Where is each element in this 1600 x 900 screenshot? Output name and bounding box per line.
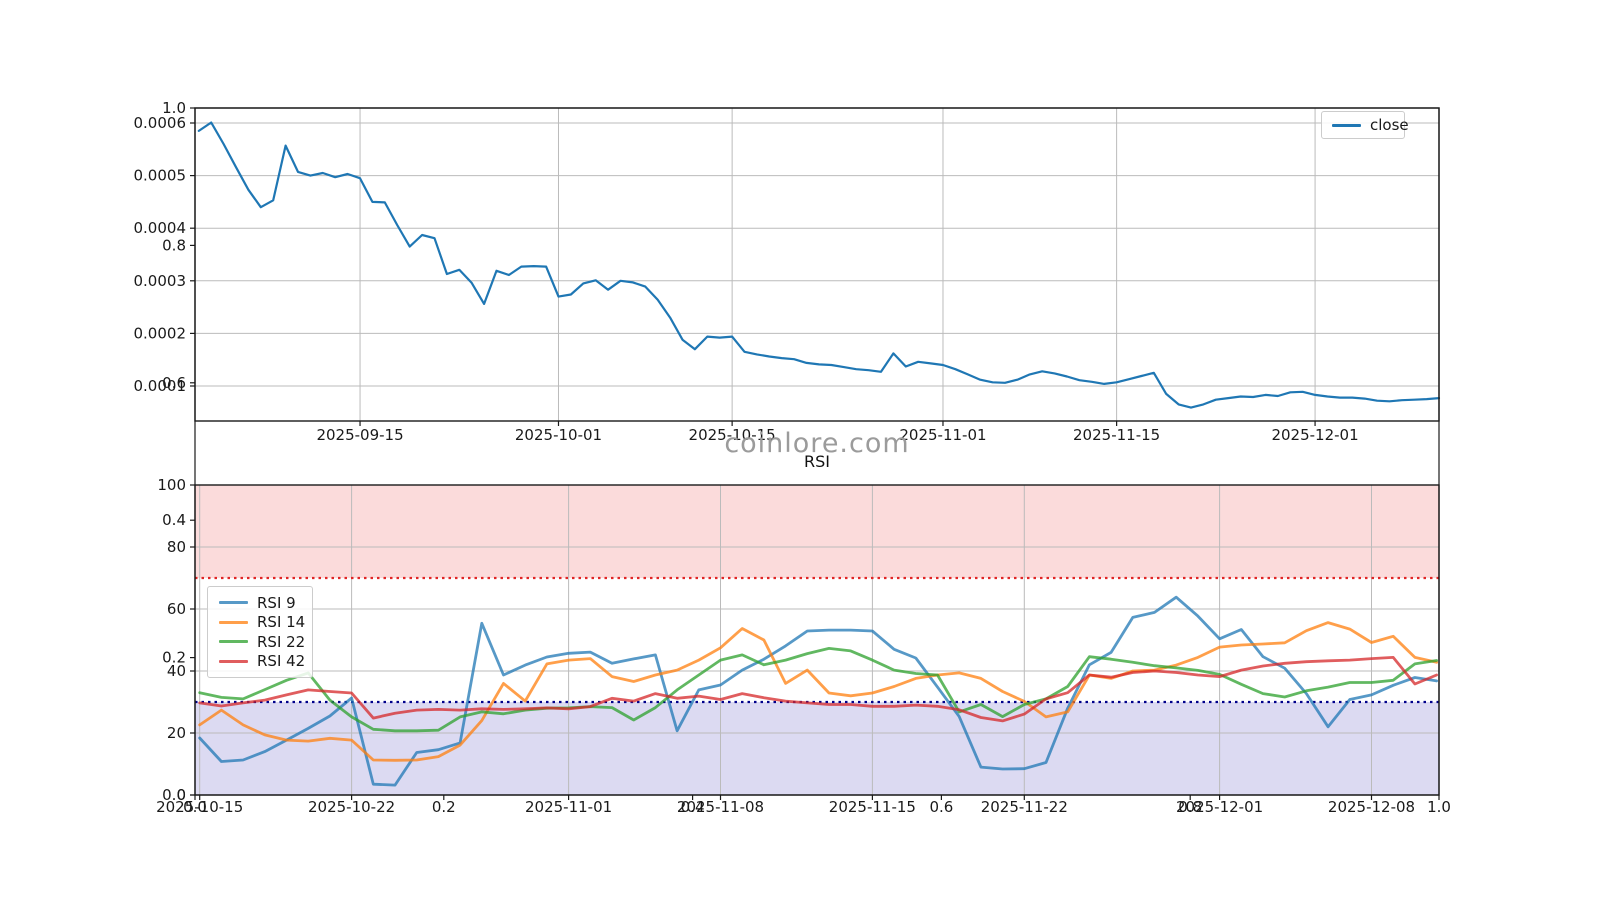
svg-text:2025-12-08: 2025-12-08 (1328, 798, 1415, 816)
svg-text:40: 40 (167, 662, 186, 680)
svg-text:0.6: 0.6 (929, 798, 953, 816)
svg-text:0.0005: 0.0005 (134, 167, 187, 185)
rsi22-legend-label: RSI 22 (257, 632, 306, 651)
svg-text:2025-11-01: 2025-11-01 (899, 426, 986, 444)
svg-text:0.0001: 0.0001 (134, 377, 187, 395)
svg-text:2025-12-01: 2025-12-01 (1271, 426, 1358, 444)
svg-text:1.0: 1.0 (1427, 798, 1451, 816)
rsi-legend-item: RSI 14 (219, 613, 312, 631)
watermark: coinlore.com (724, 428, 910, 459)
svg-text:0.2: 0.2 (162, 649, 186, 667)
svg-text:0.4: 0.4 (162, 511, 186, 529)
svg-text:100: 100 (157, 476, 186, 494)
svg-text:20: 20 (167, 724, 186, 742)
svg-text:2025-10-22: 2025-10-22 (308, 798, 395, 816)
svg-text:2025-10-15: 2025-10-15 (689, 426, 776, 444)
rsi14-line-sample (219, 620, 248, 624)
rsi42-legend-label: RSI 42 (257, 652, 306, 671)
svg-text:2025-10-01: 2025-10-01 (515, 426, 602, 444)
svg-text:0: 0 (176, 786, 186, 804)
rsi22-line-sample (219, 640, 248, 644)
rsi-chart-title: RSI (804, 452, 830, 471)
rsi42-line-sample (219, 659, 248, 663)
svg-text:60: 60 (167, 600, 186, 618)
svg-text:2025-11-08: 2025-11-08 (677, 798, 764, 816)
svg-text:2025-12-01: 2025-12-01 (1176, 798, 1263, 816)
rsi-legend-item: RSI 9 (219, 594, 312, 612)
rsi-legend: RSI 9 RSI 14 RSI 22 RSI 42 (207, 586, 313, 678)
svg-text:0.6: 0.6 (162, 374, 186, 392)
svg-text:1.0: 1.0 (162, 99, 186, 117)
svg-text:2025-11-15: 2025-11-15 (1073, 426, 1160, 444)
svg-text:0.8: 0.8 (162, 236, 186, 254)
svg-text:2025-10-15: 2025-10-15 (156, 798, 243, 816)
rsi9-line-sample (219, 601, 248, 605)
svg-text:0.0: 0.0 (183, 798, 207, 816)
svg-text:0.0004: 0.0004 (134, 219, 187, 237)
svg-text:2025-11-01: 2025-11-01 (525, 798, 612, 816)
svg-text:0.0002: 0.0002 (134, 324, 187, 342)
svg-text:0.0003: 0.0003 (134, 272, 187, 290)
svg-text:2025-11-22: 2025-11-22 (981, 798, 1068, 816)
price-legend: close (1321, 111, 1409, 139)
svg-text:0.0006: 0.0006 (134, 114, 187, 132)
svg-text:80: 80 (167, 538, 186, 556)
rsi-legend-item: RSI 22 (219, 633, 312, 651)
svg-text:0.4: 0.4 (681, 798, 705, 816)
svg-text:2025-09-15: 2025-09-15 (316, 426, 403, 444)
close-line-sample (1332, 123, 1361, 127)
rsi-legend-item: RSI 42 (219, 652, 312, 670)
rsi14-legend-label: RSI 14 (257, 613, 306, 632)
svg-text:2025-11-15: 2025-11-15 (829, 798, 916, 816)
rsi9-legend-label: RSI 9 (257, 593, 296, 612)
price-legend-label: close (1370, 116, 1409, 134)
svg-text:0.0: 0.0 (162, 786, 186, 804)
svg-text:0.8: 0.8 (1178, 798, 1202, 816)
svg-text:0.2: 0.2 (432, 798, 456, 816)
